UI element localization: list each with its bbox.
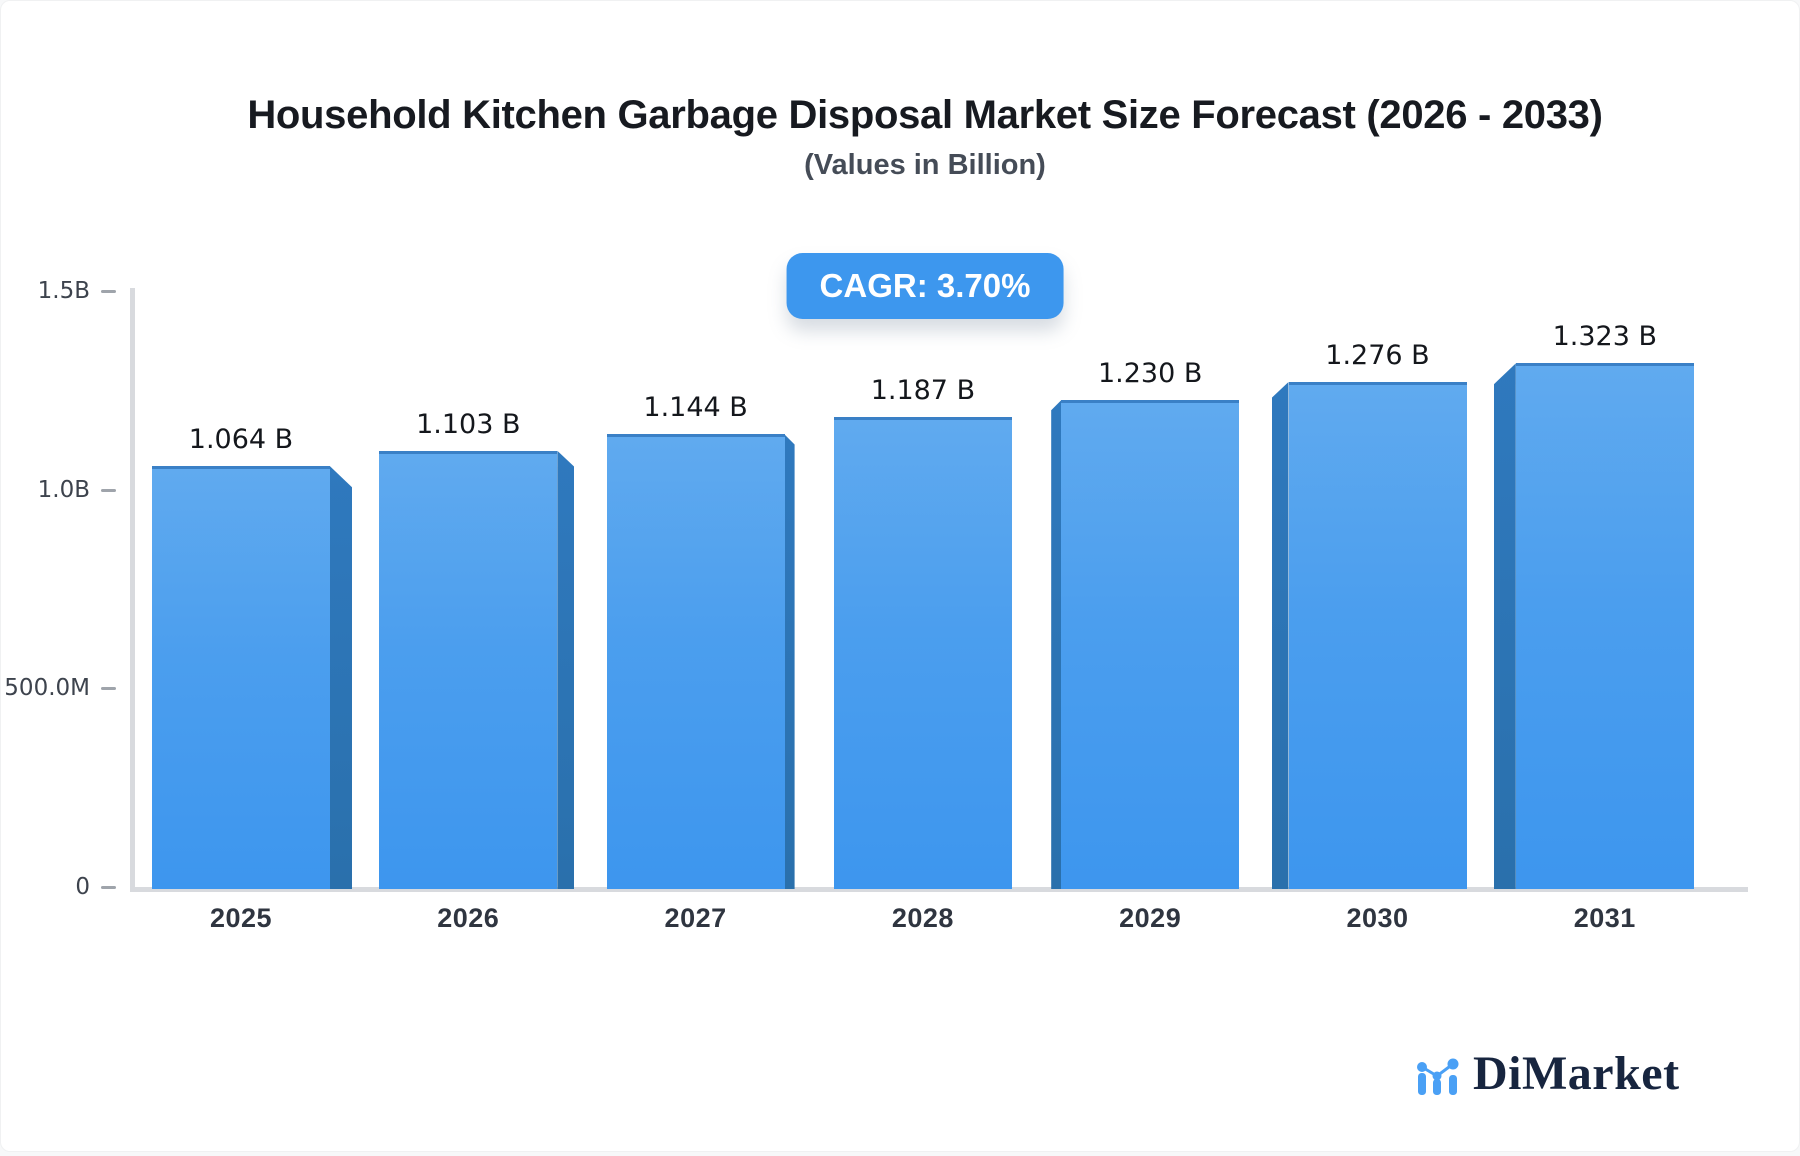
y-tick-label-1.5B: 1.5B [37, 278, 90, 304]
y-tick-label-1.0B: 1.0B [37, 476, 90, 503]
x-axis-label-2027: 2027 [664, 903, 727, 933]
y-axis-line [130, 288, 135, 892]
x-axis-label-2028: 2028 [891, 903, 954, 933]
bar-value-label-2026: 1.103 B [416, 408, 521, 440]
bar-3d-side-2027 [784, 434, 795, 889]
bar-3d-side-2029 [1051, 400, 1062, 889]
bar-3d-side-2031 [1493, 363, 1516, 889]
x-axis-label-2026: 2026 [437, 903, 500, 933]
bar-value-label-2031: 1.323 B [1552, 321, 1657, 353]
chart-title: Household Kitchen Garbage Disposal Marke… [247, 93, 1603, 137]
y-tick-mark [101, 886, 116, 889]
x-axis-label-2029: 2029 [1119, 903, 1182, 933]
bar-value-label-2028: 1.187 B [870, 375, 976, 407]
x-axis-label-2030: 2030 [1346, 903, 1409, 933]
bar-value-label-2030: 1.276 B [1325, 340, 1430, 371]
bar-2029[interactable] [1061, 400, 1240, 889]
bar-2027[interactable] [606, 434, 785, 889]
y-tick-label-0: 0 [75, 874, 90, 900]
y-tick-mark [101, 687, 116, 691]
bar-value-label-2027: 1.144 B [643, 392, 748, 424]
y-tick-mark [101, 290, 116, 293]
bar-2026[interactable] [379, 450, 558, 889]
chart-subtitle: (Values in Billion) [804, 149, 1046, 181]
y-tick-label-500.0M: 500.0M [4, 675, 90, 702]
bar-value-label-2025: 1.064 B [188, 424, 294, 456]
bar-2025[interactable] [152, 466, 330, 889]
bar-2028[interactable] [833, 417, 1012, 889]
cagr-badge: CAGR: 3.70% [786, 253, 1064, 319]
chart-header: Household Kitchen Garbage Disposal Marke… [125, 92, 1725, 182]
bar-3d-side-2026 [557, 450, 575, 889]
dimarket-logo-icon [1417, 1058, 1459, 1095]
bar-value-label-2029: 1.230 B [1097, 358, 1203, 390]
bar-2031[interactable] [1515, 363, 1694, 889]
y-tick-mark [101, 488, 116, 492]
dimarket-logo-text: DiMarket [1473, 1047, 1680, 1100]
bar-3d-side-2030 [1271, 382, 1289, 889]
x-axis-label-2031: 2031 [1573, 903, 1636, 933]
dimarket-logo: DiMarket [1416, 1038, 1680, 1110]
x-axis-label-2025: 2025 [209, 903, 273, 933]
bar-2030[interactable] [1288, 382, 1467, 889]
bar-3d-side-2025 [330, 466, 352, 889]
x-axis-line [130, 887, 1748, 892]
